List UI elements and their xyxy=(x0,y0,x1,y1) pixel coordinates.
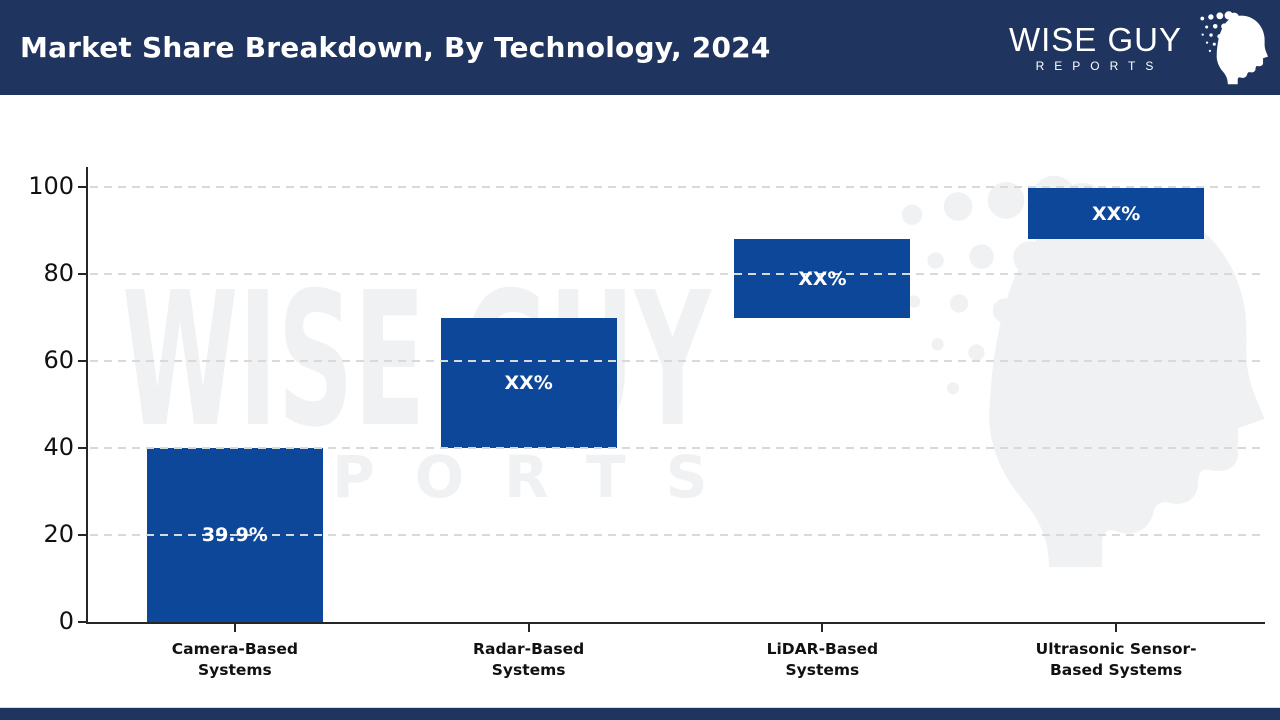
brand-subname: REPORTS xyxy=(1035,59,1164,73)
y-axis-spine xyxy=(86,167,88,624)
page-title: Market Share Breakdown, By Technology, 2… xyxy=(20,31,771,64)
y-tick-label-40: 40 xyxy=(43,433,74,461)
gridline-80 xyxy=(90,273,1263,275)
footer-bar xyxy=(0,708,1280,720)
y-tick-label-60: 60 xyxy=(43,346,74,374)
brand-logo: WISE GUY REPORTS xyxy=(1009,0,1272,95)
bar-segment-3 xyxy=(1028,187,1205,240)
x-category-label-0-line2: Systems xyxy=(197,661,272,679)
footer-divider xyxy=(0,707,1280,708)
y-tick-40 xyxy=(78,447,86,449)
y-tick-60 xyxy=(78,360,86,362)
x-category-label-2-line2: Systems xyxy=(785,661,860,679)
y-tick-100 xyxy=(78,186,86,188)
gridline-100 xyxy=(90,186,1263,188)
gridline-60 xyxy=(90,360,1263,362)
bar-segment-1 xyxy=(440,317,617,449)
x-category-label-1-line2: Systems xyxy=(491,661,566,679)
header-banner: Market Share Breakdown, By Technology, 2… xyxy=(0,0,1280,95)
x-axis-spine xyxy=(86,622,1265,624)
y-tick-0 xyxy=(78,621,86,623)
x-tick-0 xyxy=(233,624,236,632)
x-category-label-1-line1: Radar-Based xyxy=(473,640,585,658)
brand-name: WISE GUY xyxy=(1008,21,1182,58)
bar-label-2: XX% xyxy=(798,267,847,290)
y-tick-20 xyxy=(78,534,86,536)
y-tick-label-80: 80 xyxy=(43,259,74,287)
gridline-40 xyxy=(90,447,1263,449)
x-tick-1 xyxy=(527,624,530,632)
bar-label-0: 39.9% xyxy=(201,524,268,547)
x-tick-2 xyxy=(821,624,824,632)
y-tick-label-20: 20 xyxy=(43,520,74,548)
bar-segment-2 xyxy=(734,239,911,318)
y-tick-label-0: 0 xyxy=(58,607,74,635)
bar-label-1: XX% xyxy=(504,372,553,395)
gridline-20 xyxy=(90,534,1263,536)
x-category-label-2-line1: LiDAR-Based xyxy=(766,640,879,658)
x-category-label-0-line1: Camera-Based xyxy=(171,640,298,658)
y-tick-80 xyxy=(78,273,86,275)
logo-head-icon xyxy=(1200,10,1268,84)
x-category-label-3-line2: Based Systems xyxy=(1049,661,1183,679)
x-tick-3 xyxy=(1115,624,1118,632)
x-category-label-3-line1: Ultrasonic Sensor- xyxy=(1035,640,1197,658)
y-tick-label-100: 100 xyxy=(28,172,74,200)
brand-logo-text: WISE GUY REPORTS xyxy=(1009,23,1182,72)
bar-label-3: XX% xyxy=(1091,202,1141,225)
